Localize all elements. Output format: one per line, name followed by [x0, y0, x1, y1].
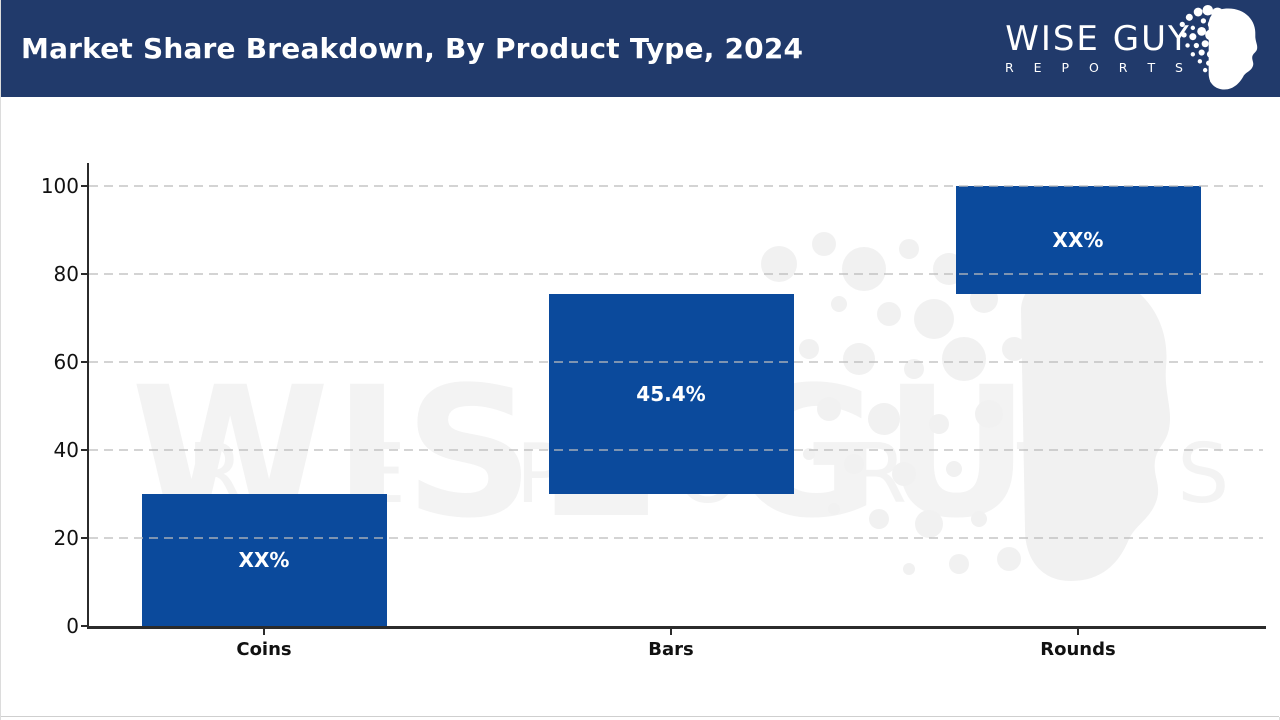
x-tick-mark: [670, 629, 672, 635]
logo-subtext: R E P O R T S: [1004, 59, 1191, 75]
chart-region: WISE GUY R E P O R T S: [1, 97, 1280, 717]
logo-face-icon: [1179, 4, 1258, 90]
x-tick-label-coins: Coins: [236, 639, 292, 660]
plot-area: XX% 45.4% XX%: [89, 185, 1263, 626]
gridline-100: [89, 185, 1263, 187]
x-axis-line: [87, 626, 1266, 629]
bottom-border: [1, 715, 1279, 717]
header: Market Share Breakdown, By Product Type,…: [1, 0, 1280, 97]
y-tick-mark: [81, 361, 87, 363]
y-tick-label: 100: [40, 174, 79, 198]
logo-text: WISE GUY R E P O R T S: [1004, 19, 1191, 75]
y-tick-mark: [81, 537, 87, 539]
bar-coins: XX%: [141, 494, 387, 626]
logo-wordmark: WISE GUY: [1005, 19, 1191, 60]
x-tick-mark: [1077, 629, 1079, 635]
bar-value-label: XX%: [1052, 228, 1104, 253]
gridline-20: [89, 537, 1263, 539]
bar-value-label: XX%: [238, 548, 290, 572]
y-tick-label: 0: [66, 614, 79, 638]
grid-layer: [89, 185, 1263, 626]
y-tick-label: 80: [53, 262, 79, 286]
y-tick-mark: [81, 449, 87, 451]
chart-title: Market Share Breakdown, By Product Type,…: [21, 32, 804, 65]
wise-guy-logo: WISE GUY R E P O R T S: [1004, 4, 1265, 93]
bar-value-label: 45.4%: [636, 382, 706, 407]
bars-layer: XX% 45.4% XX%: [89, 186, 1263, 626]
y-tick-mark: [81, 625, 87, 627]
y-tick-mark: [81, 185, 87, 187]
bar-bars: 45.4%: [548, 294, 794, 494]
x-tick-label-bars: Bars: [648, 639, 694, 660]
gridline-40: [89, 449, 1263, 451]
x-tick-mark: [263, 629, 265, 635]
axis-layer: 0 20 40 60 80 100 Coins Bars Rounds: [1, 97, 1280, 717]
y-tick-label: 20: [53, 526, 79, 550]
gridline-80: [89, 273, 1263, 275]
y-tick-mark: [81, 273, 87, 275]
x-tick-label-rounds: Rounds: [1040, 639, 1116, 660]
gridline-60: [89, 361, 1263, 363]
y-tick-label: 60: [53, 350, 79, 374]
y-axis-line: [87, 163, 89, 629]
y-tick-label: 40: [53, 438, 79, 462]
